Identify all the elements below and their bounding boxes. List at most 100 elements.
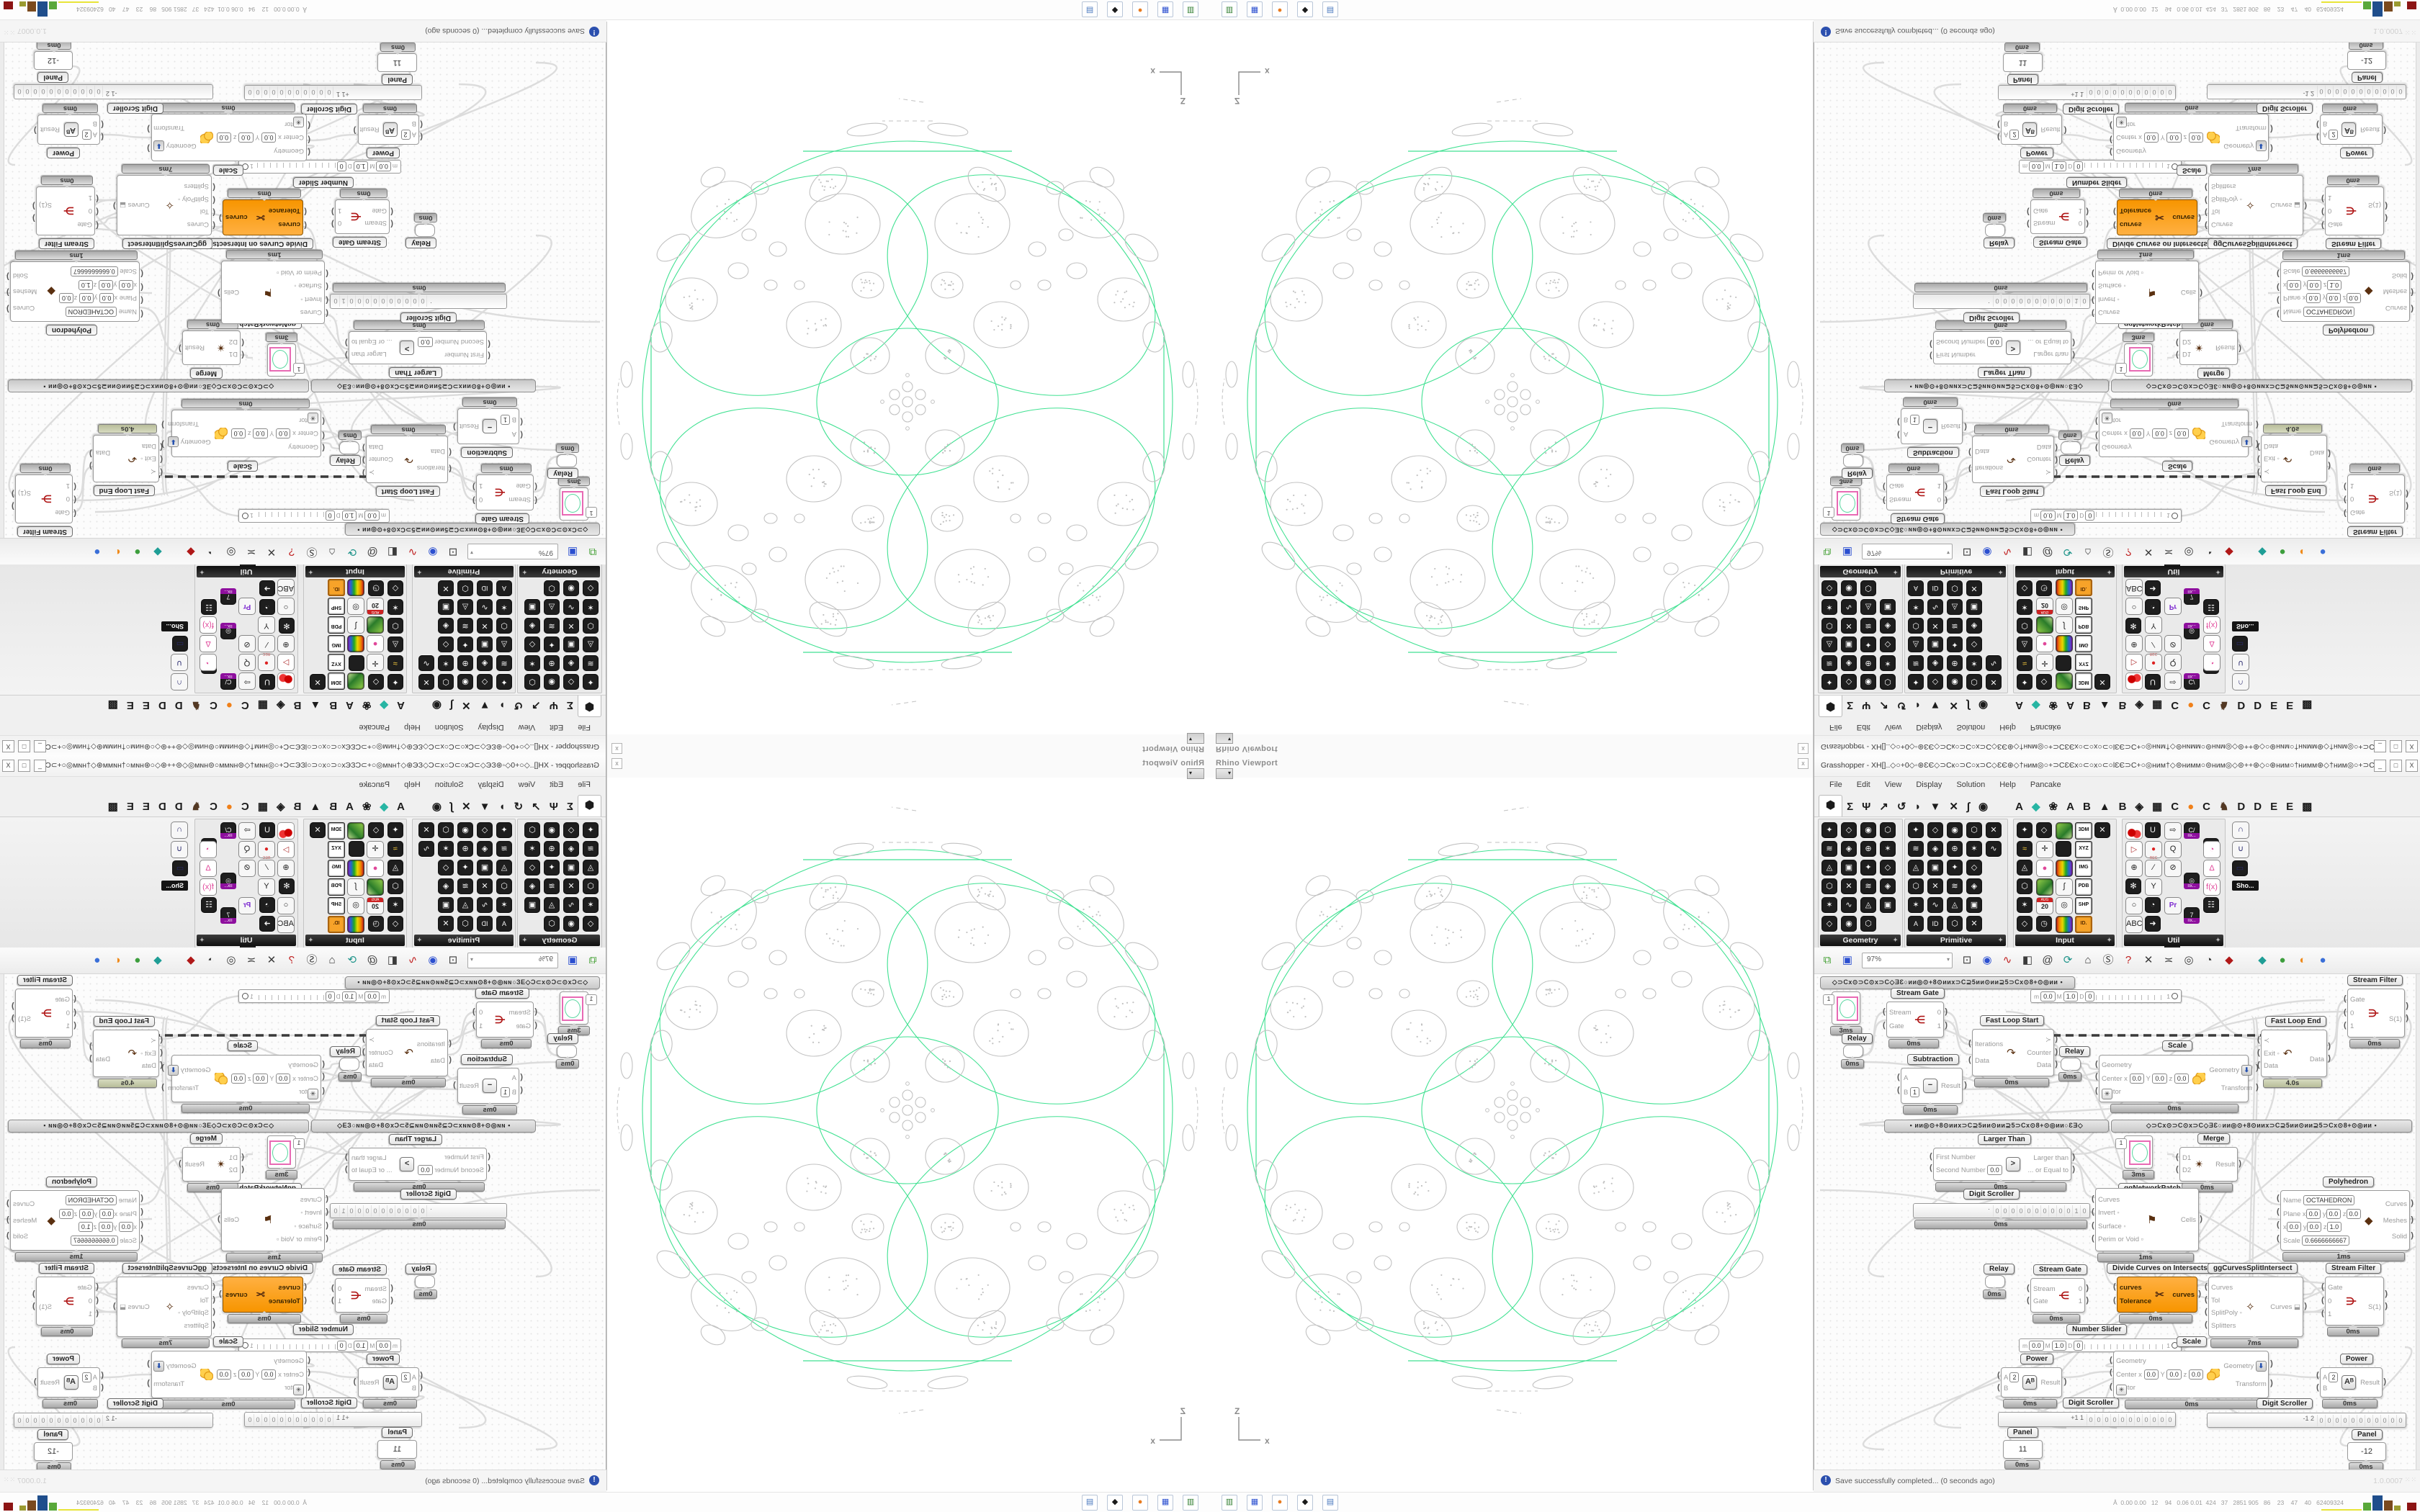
palette-icon[interactable]: ⊘	[2164, 860, 2182, 877]
palette-icon[interactable]: ∿	[477, 599, 493, 615]
input-value-panel[interactable]: 1	[293, 363, 305, 374]
palette-icon[interactable]: ∿	[477, 897, 493, 913]
grasshopper-titlebar[interactable]: Grasshopper - XH[]..◇○+0◇◦⊛ƐЄ◇⊃Cк○⊃C○x⊃C…	[0, 756, 606, 777]
grasshopper-canvas[interactable]: ◇⊃Cx⊙⊃C⊙x⊃C◇ƎƐ○ии◎⊙+8⊙ииx⊃C⊇5ии⊙ии⊇5⊃Cx⊙…	[1814, 42, 2416, 538]
component-label[interactable]: Stream Filter	[17, 975, 73, 986]
power-component[interactable]: A 2BAᴮResult	[1996, 1367, 2066, 1398]
category-tab-11[interactable]: ◆	[380, 699, 389, 711]
palette-icon[interactable]: ◬	[1821, 860, 1837, 876]
palette-icon[interactable]: ✕	[563, 878, 579, 894]
palette-icon[interactable]: ABC	[2125, 916, 2143, 933]
component-label[interactable]: Merge	[2197, 1133, 2231, 1144]
display-gem-icon-1[interactable]: ●	[134, 954, 141, 966]
component-label[interactable]: Fast Loop End	[2265, 485, 2327, 496]
zoom-level-combobox[interactable]: 97% ▾	[1862, 544, 1953, 559]
palette-icon[interactable]	[349, 655, 364, 671]
palette-icon[interactable]	[277, 672, 295, 690]
palette-icon[interactable]: Q	[2164, 841, 2182, 858]
component-label[interactable]: Panel	[2007, 74, 2038, 85]
ggcurvessplitintersect-component[interactable]: CurvesTolSplitPoly ◦Splitters✧Curves ⬓	[2208, 175, 2303, 235]
toolbar-icon-3[interactable]: ◧	[387, 546, 398, 558]
category-tab-22[interactable]: ♞	[191, 699, 202, 711]
component-label[interactable]: Panel	[382, 1427, 413, 1438]
palette-icon[interactable]: ✶	[1880, 841, 1896, 857]
relay-node[interactable]	[339, 441, 359, 454]
minimize-button[interactable]: _	[34, 760, 46, 772]
category-tab-20[interactable]: ●	[225, 699, 233, 711]
stream-filter-component[interactable]: Gate01⋺ S(1)	[15, 474, 73, 523]
digit-scroller-component[interactable]: · 0 0 0 0 0 0 0 0 0 0 1 0	[330, 294, 507, 309]
subtraction-component[interactable]: AB 1−Result	[1901, 408, 1963, 444]
palette-icon[interactable]: ◈	[563, 655, 579, 671]
taskbar-app-icon-2[interactable]: ●	[1272, 1, 1288, 17]
category-tab-4[interactable]: ↺	[514, 801, 524, 813]
input-value-panel[interactable]: 1	[2115, 1138, 2127, 1149]
toolbar-icon-4[interactable]: @	[367, 954, 378, 966]
category-tab-24[interactable]: D	[2254, 699, 2262, 711]
category-tab-18[interactable]: ▦	[2152, 801, 2163, 813]
toolbar-icon-13[interactable]: ◆	[187, 954, 195, 966]
component-label[interactable]: Stream Filter	[2326, 1263, 2382, 1274]
show-more-label[interactable]: Sho...	[2232, 881, 2259, 891]
palette-icon[interactable]	[2125, 672, 2143, 690]
palette-icon[interactable]: ⬡	[387, 878, 403, 894]
palette-icon[interactable]: ◈	[438, 618, 454, 634]
palette-icon[interactable]: ⬡	[496, 878, 512, 894]
palette-icon[interactable]: ✦	[1947, 636, 1963, 652]
menu-item-pancake[interactable]: Pancake	[359, 723, 390, 732]
palette-icon[interactable]: ∫	[2056, 878, 2073, 896]
maximize-button[interactable]: □	[18, 740, 30, 752]
fast-loop-end-component[interactable]: ≺Exit ◦Data↶ Data	[93, 1030, 159, 1077]
palette-icon[interactable]: ⇨	[238, 822, 256, 840]
category-tab-19[interactable]: C	[241, 699, 249, 711]
palette-icon[interactable]: ○	[2125, 897, 2143, 914]
palette-icon[interactable]: ∩	[171, 673, 188, 690]
toolbar-icon-4[interactable]: @	[2042, 954, 2053, 966]
menu-item-view[interactable]: View	[1884, 780, 1902, 789]
palette-icon[interactable]: ▣	[477, 636, 493, 652]
palette-icon[interactable]	[349, 841, 364, 857]
palette-icon[interactable]: ⊕	[457, 841, 473, 857]
palette-icon[interactable]: ◉	[1860, 822, 1876, 838]
component-label[interactable]: Relay	[547, 1033, 578, 1044]
palette-icon[interactable]: ⬡	[2017, 878, 2033, 894]
palette-icon[interactable]	[2056, 672, 2073, 690]
category-tab-14[interactable]: B	[2082, 699, 2091, 711]
palette-icon[interactable]: ● REC	[258, 841, 275, 860]
toolbar-icon-12[interactable]: ◔	[207, 546, 215, 558]
category-tab-13[interactable]: A	[346, 699, 354, 711]
toolbar-icon-3[interactable]: ◧	[2022, 954, 2033, 966]
fast-loop-start-component[interactable]: IterationsData↷≻CounterData	[1968, 1029, 2058, 1076]
palette-icon[interactable]: 3DM	[328, 822, 345, 840]
palette-icon[interactable]: ◉	[544, 674, 560, 690]
viewport-canvas[interactable]: Zx	[607, 22, 1210, 734]
component-label[interactable]: Digit Scroller	[300, 104, 357, 114]
category-tab-6[interactable]: ▼	[479, 699, 490, 711]
taskbar-app-icon-0[interactable]: ▥	[1183, 1, 1198, 17]
zoom-level-combobox[interactable]: 97% ▾	[467, 544, 558, 559]
toolbar-icon-12[interactable]: ◔	[2205, 546, 2213, 558]
component-component[interactable]: CurvesInvert ◦Surface ◦Perim or Void ▫⚑C…	[221, 1188, 325, 1251]
palette-icon[interactable]: C/	[2184, 674, 2200, 690]
input-value-panel[interactable]: 1	[293, 1138, 305, 1149]
toolbar-icon-1[interactable]: ◉	[1982, 546, 1992, 558]
grasshopper-canvas[interactable]: ◇⊃Cx⊙⊃C⊙x⊃C◇ƎƐ○ии◎⊙+8⊙ииx⊃C⊇5ии⊙ии⊇5⊃Cx⊙…	[4, 974, 606, 1470]
palette-icon[interactable]: ∕	[258, 860, 275, 877]
toolbar-icon-3[interactable]: ◧	[2022, 546, 2033, 558]
palette-panel-name[interactable]: Primitive ✦	[1906, 566, 2006, 577]
palette-icon[interactable]: ✕	[418, 822, 434, 838]
palette-icon[interactable]: ◬	[2017, 860, 2033, 876]
category-tab-14[interactable]: B	[329, 699, 338, 711]
palette-icon[interactable]: ◇	[368, 674, 384, 690]
palette-icon[interactable]: ∿	[1927, 599, 1943, 615]
category-tab-15[interactable]: ▲	[2099, 801, 2110, 813]
category-tab-11[interactable]: ◆	[2031, 801, 2040, 813]
palette-icon[interactable]: ◔	[2145, 599, 2161, 615]
palette-icon[interactable]: ✦	[387, 674, 403, 690]
category-tab-5[interactable]: ◗	[498, 801, 506, 813]
palette-icon[interactable]: ◇	[438, 636, 454, 652]
palette-icon[interactable]: ∫	[2056, 616, 2073, 634]
